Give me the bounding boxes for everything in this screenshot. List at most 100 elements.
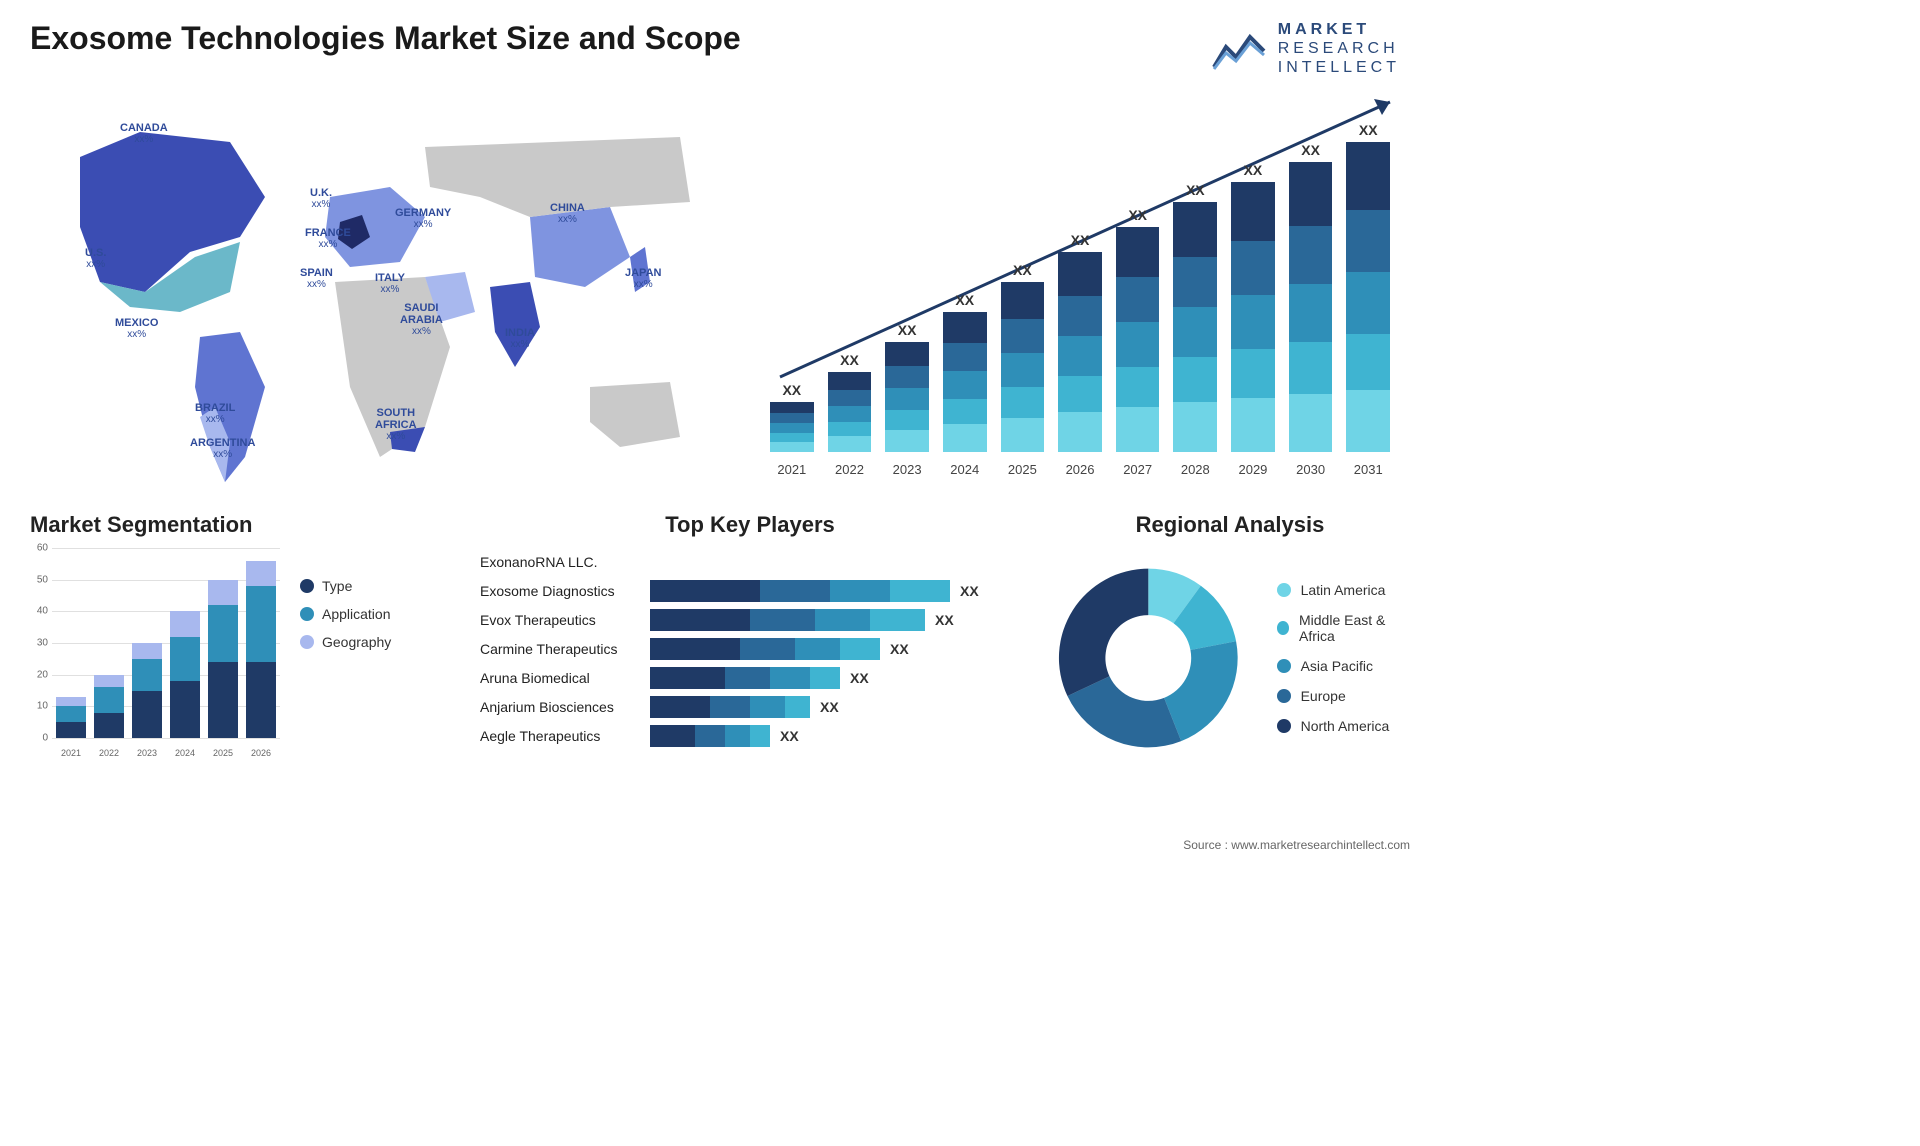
legend-label: Europe [1301, 688, 1346, 704]
seg-bars [52, 548, 280, 738]
player-name: Anjarium Biosciences [480, 699, 650, 715]
player-name: Aegle Therapeutics [480, 728, 650, 744]
growth-seg [1173, 202, 1217, 257]
seg-bar-2022 [94, 675, 124, 738]
players-rows: ExonanoRNA LLC.Exosome DiagnosticsXXEvox… [480, 548, 1020, 750]
player-bar [650, 696, 810, 718]
segmentation-title: Market Segmentation [30, 512, 450, 538]
growth-seg [770, 423, 814, 433]
seg-legend-application: Application [300, 606, 391, 622]
seg-x-2024: 2024 [170, 748, 200, 758]
seg-ytick: 10 [37, 701, 48, 712]
growth-x-2021: 2021 [770, 462, 814, 477]
map-label-saudi-arabia: SAUDIARABIAxx% [400, 302, 443, 337]
growth-seg [828, 436, 872, 452]
growth-seg [1231, 241, 1275, 295]
player-seg [740, 638, 795, 660]
seg-bar-2025 [208, 580, 238, 738]
growth-seg [1058, 296, 1102, 336]
growth-bar-2026: XX [1058, 252, 1102, 452]
seg-ytick: 50 [37, 574, 48, 585]
growth-bars: XXXXXXXXXXXXXXXXXXXXXX [770, 142, 1390, 452]
player-seg [650, 696, 710, 718]
growth-seg [828, 372, 872, 390]
seg-x-2023: 2023 [132, 748, 162, 758]
map-label-india: INDIAxx% [505, 327, 535, 350]
growth-x-2028: 2028 [1173, 462, 1217, 477]
seg-bar-2021 [56, 697, 86, 738]
seg-gridline [52, 738, 280, 739]
legend-dot-icon [1277, 689, 1291, 703]
legend-label: Middle East & Africa [1299, 612, 1410, 644]
growth-seg [943, 424, 987, 452]
seg-ytick: 30 [37, 638, 48, 649]
bottom-row: Market Segmentation 0102030405060 202120… [30, 512, 1410, 768]
growth-seg [1173, 357, 1217, 402]
growth-seg [770, 402, 814, 413]
growth-seg [1058, 412, 1102, 452]
player-seg [870, 609, 925, 631]
map-label-south-africa: SOUTHAFRICAxx% [375, 407, 417, 442]
growth-seg [828, 390, 872, 406]
growth-value-label: XX [1359, 122, 1378, 138]
map-label-canada: CANADAxx% [120, 122, 168, 145]
player-row: Aruna BiomedicalXX [480, 664, 1020, 692]
growth-seg [1001, 418, 1045, 452]
growth-seg [1058, 376, 1102, 412]
player-seg [650, 609, 750, 631]
growth-x-2030: 2030 [1289, 462, 1333, 477]
growth-seg [885, 366, 929, 388]
player-name: Evox Therapeutics [480, 612, 650, 628]
players-panel: Top Key Players ExonanoRNA LLC.Exosome D… [480, 512, 1020, 768]
player-seg [770, 667, 810, 689]
growth-seg [1173, 257, 1217, 307]
growth-seg [1231, 349, 1275, 398]
seg-x-2021: 2021 [56, 748, 86, 758]
legend-dot-icon [1277, 719, 1291, 733]
player-seg [840, 638, 880, 660]
growth-seg [943, 343, 987, 371]
growth-seg [943, 371, 987, 399]
player-seg [795, 638, 840, 660]
growth-seg [1289, 394, 1333, 452]
growth-bar-2021: XX [770, 402, 814, 452]
growth-bar-2029: XX [1231, 182, 1275, 452]
seg-seg [132, 659, 162, 691]
player-seg [650, 638, 740, 660]
growth-bar-2028: XX [1173, 202, 1217, 452]
growth-seg [1116, 277, 1160, 322]
growth-seg [885, 430, 929, 452]
seg-seg [208, 580, 238, 605]
player-seg [650, 580, 760, 602]
growth-seg [1346, 272, 1390, 334]
seg-bar-2026 [246, 561, 276, 738]
donut-slice-north-america [1059, 569, 1148, 696]
logo-line2: RESEARCH [1278, 39, 1400, 58]
seg-seg [94, 713, 124, 738]
seg-seg [170, 611, 200, 636]
player-bar [650, 638, 880, 660]
player-value: XX [780, 728, 799, 744]
seg-ytick: 40 [37, 606, 48, 617]
growth-seg [1289, 342, 1333, 394]
growth-seg [1346, 210, 1390, 272]
player-seg [750, 696, 785, 718]
legend-dot-icon [1277, 621, 1289, 635]
legend-label: Type [322, 578, 352, 594]
growth-x-2022: 2022 [828, 462, 872, 477]
seg-seg [246, 586, 276, 662]
regional-panel: Regional Analysis Latin AmericaMiddle Ea… [1050, 512, 1410, 768]
growth-value-label: XX [898, 322, 917, 338]
growth-seg [1001, 282, 1045, 319]
legend-dot-icon [300, 635, 314, 649]
logo-mark-icon [1212, 27, 1268, 71]
player-seg [725, 667, 770, 689]
growth-value-label: XX [1186, 182, 1205, 198]
growth-bar-2031: XX [1346, 142, 1390, 452]
player-seg [830, 580, 890, 602]
player-name: Carmine Therapeutics [480, 641, 650, 657]
seg-ytick: 0 [42, 733, 48, 744]
growth-x-2026: 2026 [1058, 462, 1102, 477]
seg-yaxis: 0102030405060 [30, 548, 52, 738]
seg-x-2026: 2026 [246, 748, 276, 758]
